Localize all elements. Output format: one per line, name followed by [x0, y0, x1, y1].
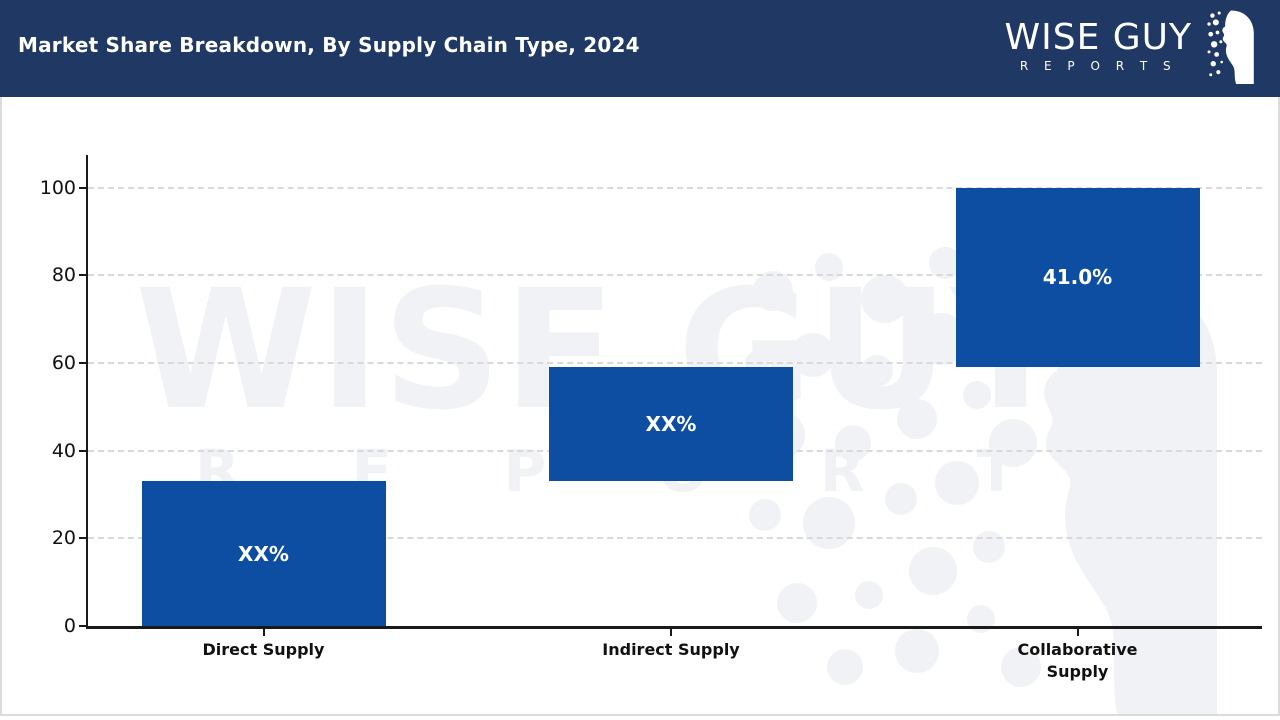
gridline-y-60 [88, 361, 1262, 364]
y-tick-label-20: 20 [51, 527, 76, 550]
x-tick-mark-0 [262, 628, 265, 636]
gridline-y-100 [88, 186, 1262, 189]
bar-collaborative-supply: 41.0% [955, 187, 1200, 368]
y-tick-mark-100 [79, 186, 87, 189]
x-category-label-0: Direct Supply [202, 640, 325, 659]
x-category-label-1: Indirect Supply [602, 640, 740, 659]
y-tick-label-80: 80 [51, 264, 76, 287]
logo-face-icon [1207, 10, 1254, 84]
y-axis-line [86, 155, 88, 628]
bar-direct-supply: XX% [141, 481, 386, 626]
x-tick-mark-1 [670, 628, 672, 636]
header-bar: Market Share Breakdown, By Supply Chain … [0, 0, 1280, 97]
y-tick-mark-0 [79, 625, 87, 627]
bar-indirect-supply: XX% [549, 367, 793, 482]
bar-value-label: XX% [238, 541, 289, 566]
y-tick-label-0: 0 [63, 615, 76, 637]
y-tick-mark-80 [79, 274, 87, 277]
logo-name: WISE GUY [1004, 17, 1192, 59]
logo-tagline: R E P O R T S [1019, 58, 1177, 73]
chart-area-frame [0, 97, 1280, 716]
x-category-label-2: Collaborative Supply [1017, 640, 1138, 681]
y-tick-mark-40 [79, 449, 87, 452]
y-tick-label-100: 100 [39, 176, 76, 199]
gridline-y-20 [88, 537, 1262, 540]
x-axis-line [86, 626, 1262, 629]
logo-text: WISE GUY R E P O R T S [1005, 19, 1193, 73]
x-tick-mark-2 [1076, 628, 1079, 636]
y-tick-mark-20 [79, 537, 87, 540]
wise-guy-logo: WISE GUY R E P O R T S [1005, 8, 1265, 84]
chart-title: Market Share Breakdown, By Supply Chain … [18, 33, 640, 57]
bar-value-label: 41.0% [1042, 265, 1113, 290]
y-tick-mark-60 [79, 361, 87, 364]
y-tick-label-40: 40 [51, 439, 76, 462]
y-tick-label-60: 60 [51, 351, 76, 374]
gridline-y-80 [88, 274, 1262, 277]
bar-value-label: XX% [645, 412, 697, 437]
